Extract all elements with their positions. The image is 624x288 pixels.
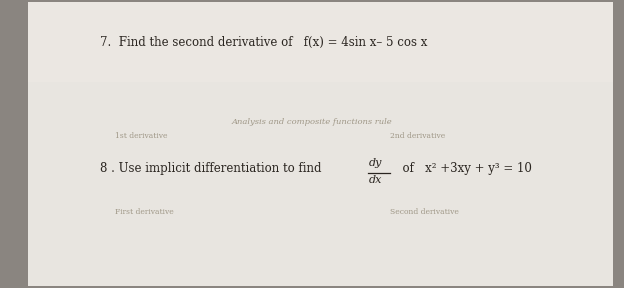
- Text: 8 . Use implicit differentiation to find: 8 . Use implicit differentiation to find: [100, 162, 321, 175]
- Bar: [28, 2, 613, 82]
- Text: 2nd derivative: 2nd derivative: [390, 132, 446, 140]
- Text: dy: dy: [369, 158, 383, 168]
- Text: 7.  Find the second derivative of   f(x) = 4sin x– 5 cos x: 7. Find the second derivative of f(x) = …: [100, 36, 427, 49]
- Text: dx: dx: [369, 175, 383, 185]
- Text: Analysis and composite functions rule: Analysis and composite functions rule: [232, 118, 392, 126]
- Text: First derivative: First derivative: [115, 208, 173, 216]
- Text: Second derivative: Second derivative: [390, 208, 459, 216]
- Text: 1st derivative: 1st derivative: [115, 132, 167, 140]
- Text: of   x² +3xy + y³ = 10: of x² +3xy + y³ = 10: [395, 162, 532, 175]
